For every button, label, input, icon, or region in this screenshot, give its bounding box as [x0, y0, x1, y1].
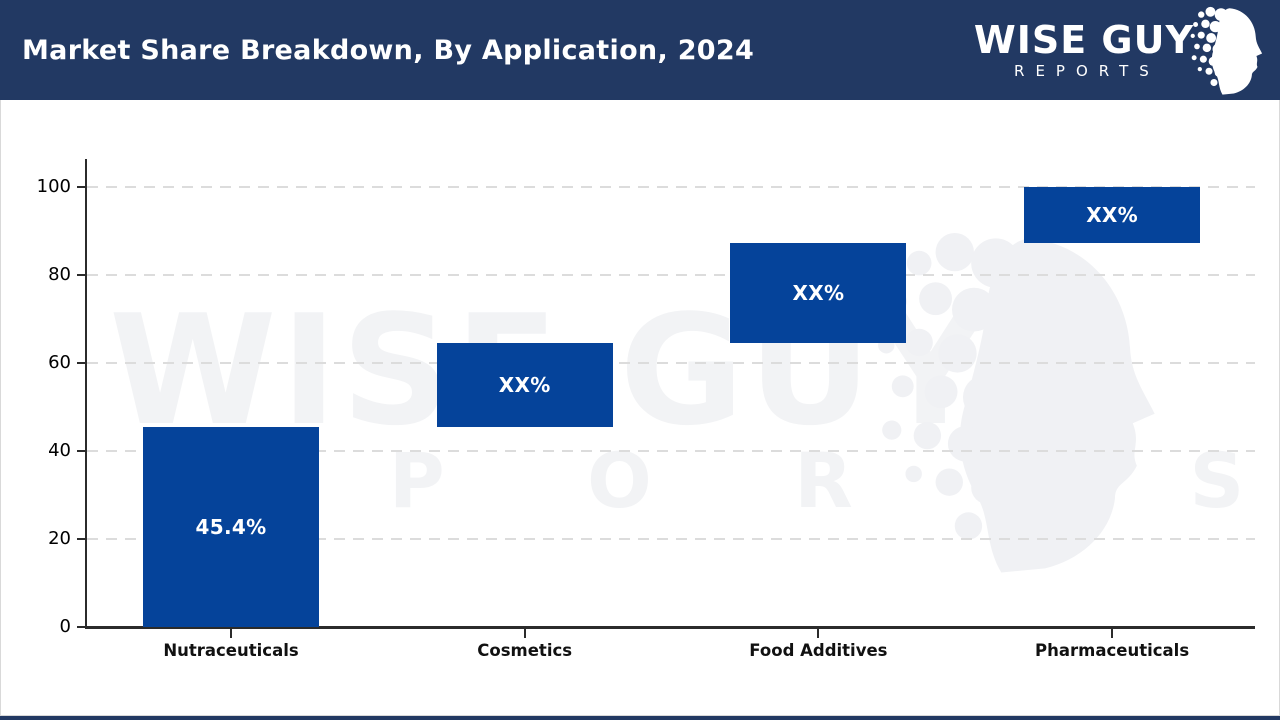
x-label-food-additives: Food Additives — [749, 641, 888, 660]
y-tick-mark-40 — [77, 450, 85, 452]
y-tick-mark-0 — [77, 626, 85, 628]
brand-subtitle-text: REPORTS — [1014, 62, 1160, 80]
bar-value-label: XX% — [498, 373, 551, 398]
x-tick-mark-3 — [1111, 629, 1114, 638]
gridline-80 — [87, 274, 1255, 276]
chart-title: Market Share Breakdown, By Application, … — [22, 34, 755, 66]
x-tick-mark-2 — [817, 629, 820, 638]
bar-cosmetics: XX% — [436, 343, 613, 428]
x-tick-mark-1 — [523, 629, 526, 638]
y-tick-mark-20 — [77, 538, 85, 540]
gridline-20 — [87, 538, 1255, 540]
footer-divider — [0, 715, 1280, 716]
gridline-100 — [87, 186, 1255, 188]
gridline-40 — [87, 450, 1255, 452]
bar-value-label: XX% — [1086, 202, 1138, 227]
chart-header: Market Share Breakdown, By Application, … — [0, 0, 1280, 100]
y-tick-label-100: 100 — [36, 176, 71, 197]
bar-pharmaceuticals: XX% — [1024, 187, 1201, 243]
brand-wordmark: WISE GUY REPORTS — [974, 20, 1194, 80]
y-tick-label-0: 0 — [59, 616, 71, 637]
y-tick-label-40: 40 — [48, 440, 71, 461]
gridline-60 — [87, 362, 1255, 364]
chart-canvas: WISE GUY P O R T S 0 20 40 60 80 100 45.4% XX% X… — [0, 100, 1280, 716]
footer-accent-bar — [0, 716, 1280, 720]
brand-logo: WISE GUY REPORTS — [974, 4, 1272, 96]
y-axis — [85, 159, 87, 628]
x-label-nutraceuticals: Nutraceuticals — [163, 641, 299, 660]
y-tick-mark-60 — [77, 362, 85, 364]
y-tick-mark-80 — [77, 274, 85, 276]
y-tick-label-60: 60 — [48, 352, 71, 373]
x-axis — [85, 626, 1255, 629]
bar-nutraceuticals: 45.4% — [143, 427, 319, 627]
bar-value-label: XX% — [792, 281, 845, 306]
brand-name-text: WISE GUY — [973, 18, 1194, 62]
x-label-cosmetics: Cosmetics — [477, 641, 573, 660]
y-tick-label-20: 20 — [48, 528, 71, 549]
y-tick-mark-100 — [77, 186, 85, 188]
y-tick-label-80: 80 — [48, 264, 71, 285]
bar-food-additives: XX% — [730, 242, 907, 344]
x-label-pharmaceuticals: Pharmaceuticals — [1035, 641, 1190, 660]
x-tick-mark-0 — [230, 629, 232, 638]
bar-value-label: 45.4% — [195, 515, 267, 540]
